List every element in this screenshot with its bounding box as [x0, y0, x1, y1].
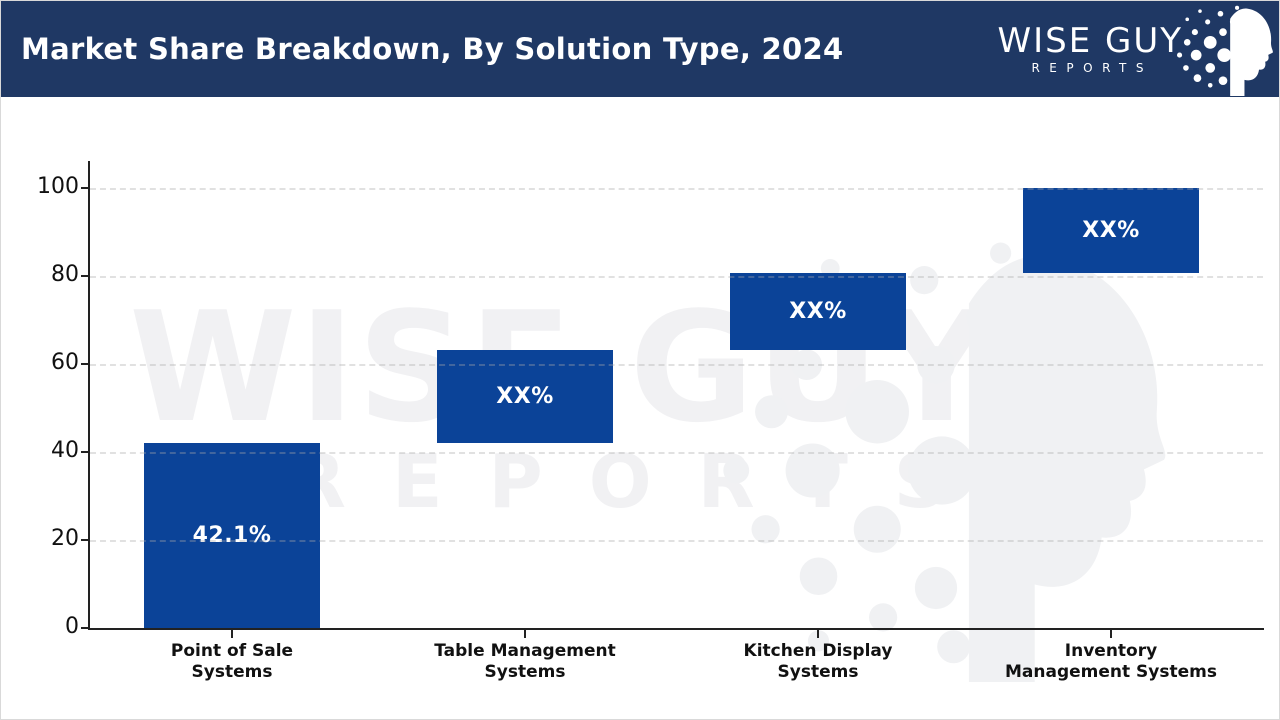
x-tick-mark-3 — [1110, 630, 1112, 638]
gridline-y-20 — [90, 539, 1263, 542]
logo-text: WISE GUY REPORTS — [997, 24, 1183, 75]
bar-point-of-sale-systems: 42.1% — [144, 442, 320, 628]
y-tick-mark-40 — [81, 450, 88, 453]
head-profile-dots-icon — [1177, 5, 1273, 96]
y-tick-label-40: 40 — [51, 437, 79, 463]
bar-value-label: XX% — [1082, 217, 1140, 243]
wise-guy-reports-logo: WISE GUY REPORTS — [997, 1, 1279, 97]
category-label-point-of-sale-systems: Point of Sale Systems — [170, 641, 294, 682]
chart-title: Market Share Breakdown, By Solution Type… — [21, 32, 844, 66]
y-tick-label-0: 0 — [65, 614, 79, 639]
category-label-table-management-systems: Table Management Systems — [434, 641, 616, 682]
gridline-y-40 — [90, 451, 1263, 454]
x-tick-mark-0 — [231, 630, 233, 638]
y-tick-mark-80 — [81, 274, 88, 277]
y-tick-label-60: 60 — [51, 349, 79, 375]
category-label-kitchen-display-systems: Kitchen Display Systems — [743, 641, 893, 682]
logo-subtitle: REPORTS — [1031, 60, 1153, 75]
watermark-subtitle: REPORTS — [289, 439, 994, 525]
y-tick-mark-0 — [81, 627, 88, 629]
y-tick-mark-100 — [81, 186, 88, 189]
gridline-y-60 — [90, 363, 1263, 366]
bar-value-label: XX% — [496, 383, 554, 409]
bar-inventory-management-systems: XX% — [1023, 187, 1199, 273]
bar-kitchen-display-systems: XX% — [730, 272, 906, 350]
bar-value-label: 42.1% — [192, 522, 272, 548]
watermark-head-profile-dots — [723, 242, 1166, 682]
x-tick-mark-1 — [524, 630, 526, 638]
bar-table-management-systems: XX% — [437, 349, 613, 443]
y-tick-mark-60 — [81, 362, 88, 365]
gridline-y-100 — [90, 187, 1263, 190]
bar-value-label: XX% — [789, 298, 847, 324]
x-tick-mark-2 — [817, 630, 819, 638]
logo-wordmark: WISE GUY — [997, 20, 1183, 61]
header-banner: Market Share Breakdown, By Solution Type… — [1, 1, 1279, 97]
x-axis-line — [88, 628, 1264, 630]
y-tick-mark-20 — [81, 538, 88, 541]
category-label-inventory-management-systems: Inventory Management Systems — [1005, 641, 1217, 682]
gridline-y-80 — [90, 275, 1263, 278]
y-tick-label-80: 80 — [51, 261, 79, 287]
y-tick-label-20: 20 — [51, 525, 79, 551]
plot-area: WISE GUY REPORTS 02040608010042.1%Point … — [1, 97, 1279, 719]
y-tick-label-100: 100 — [37, 173, 79, 199]
y-axis-line — [88, 161, 90, 628]
